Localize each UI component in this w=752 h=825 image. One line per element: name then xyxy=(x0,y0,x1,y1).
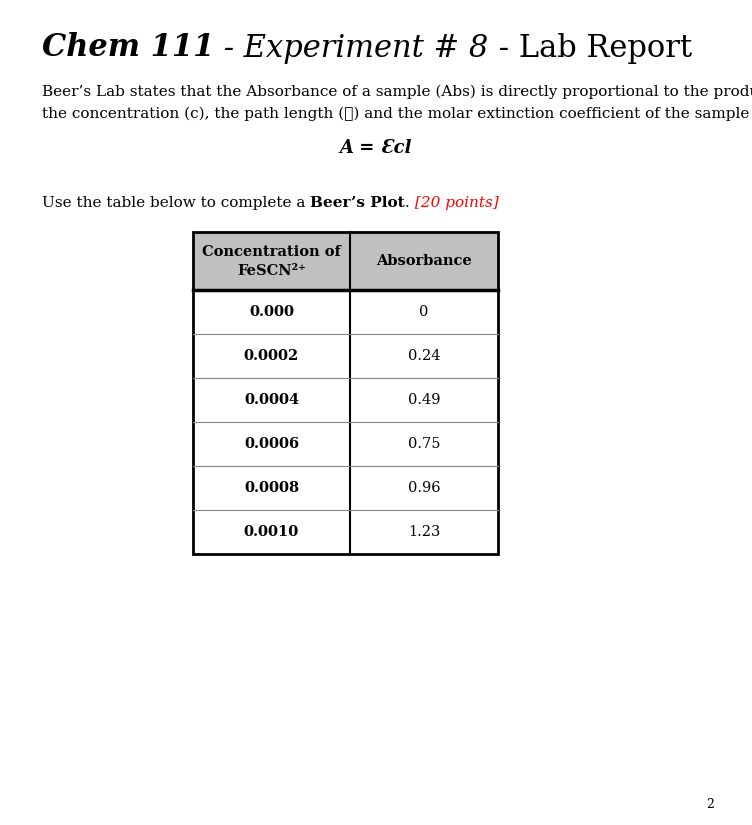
Text: 0.0004: 0.0004 xyxy=(244,393,299,407)
Text: - Lab Report: - Lab Report xyxy=(489,32,692,64)
Text: 0.24: 0.24 xyxy=(408,349,440,363)
Text: Absorbance: Absorbance xyxy=(376,254,472,268)
Bar xyxy=(193,232,498,290)
Text: Concentration of: Concentration of xyxy=(202,245,341,259)
Text: .: . xyxy=(405,196,410,210)
Text: 0: 0 xyxy=(420,305,429,319)
Text: FeSCN²⁺: FeSCN²⁺ xyxy=(237,264,306,278)
Text: 0.96: 0.96 xyxy=(408,481,441,495)
Text: Beer’s Plot: Beer’s Plot xyxy=(311,196,405,210)
Text: A = Ɛcl: A = Ɛcl xyxy=(340,139,412,157)
Text: 0.0002: 0.0002 xyxy=(244,349,299,363)
Text: Beer’s Lab states that the Absorbance of a sample (Abs) is directly proportional: Beer’s Lab states that the Absorbance of… xyxy=(42,85,752,99)
Text: - Experiment # 8: - Experiment # 8 xyxy=(214,32,489,64)
Text: 0.0006: 0.0006 xyxy=(244,437,299,451)
Text: 0.0008: 0.0008 xyxy=(244,481,299,495)
Text: Chem 111: Chem 111 xyxy=(42,32,214,64)
Text: 0.0010: 0.0010 xyxy=(244,525,299,539)
Text: 2: 2 xyxy=(706,799,714,812)
Bar xyxy=(193,232,498,554)
Text: 0.49: 0.49 xyxy=(408,393,440,407)
Text: [20 points]: [20 points] xyxy=(410,196,499,210)
Text: 1.23: 1.23 xyxy=(408,525,440,539)
Text: 0.000: 0.000 xyxy=(249,305,294,319)
Text: 0.75: 0.75 xyxy=(408,437,440,451)
Text: the concentration (c), the path length (ℓ) and the molar extinction coefficient : the concentration (c), the path length (… xyxy=(42,107,752,121)
Text: Use the table below to complete a: Use the table below to complete a xyxy=(42,196,311,210)
